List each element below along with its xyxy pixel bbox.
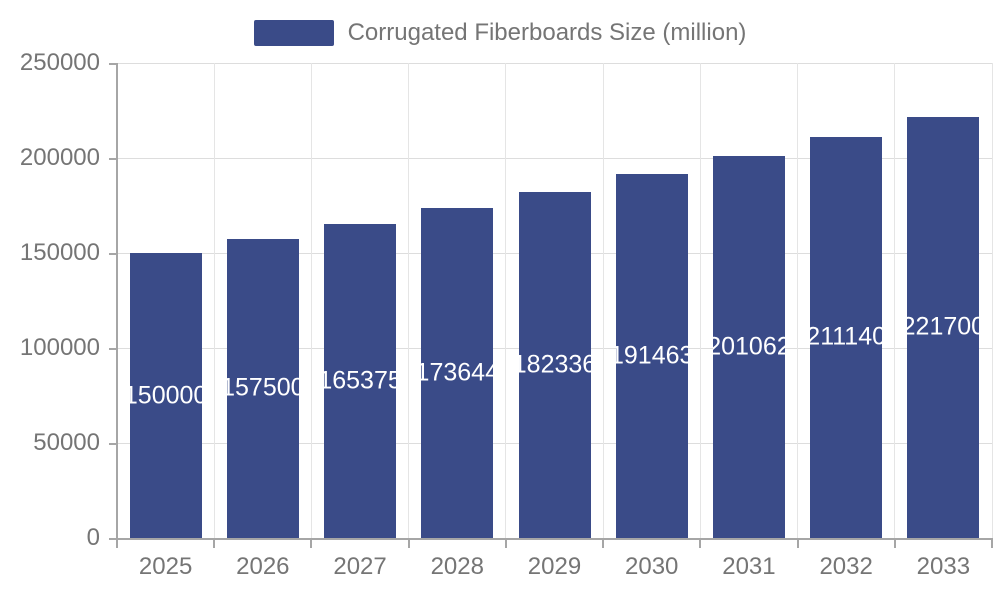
y-tick-label: 250000 xyxy=(19,49,100,76)
x-tick-mark xyxy=(213,540,216,548)
v-gridline xyxy=(894,63,896,538)
y-tick-label: 200000 xyxy=(19,144,100,171)
v-gridline xyxy=(505,63,507,538)
y-tick-mark xyxy=(109,253,117,255)
x-tick-label: 2029 xyxy=(527,553,582,580)
x-tick-label: 2025 xyxy=(138,553,193,580)
x-tick-mark xyxy=(893,540,896,548)
y-axis-line xyxy=(116,63,118,540)
y-tick-mark xyxy=(109,538,117,540)
y-tick-label: 50000 xyxy=(33,429,100,456)
h-gridline xyxy=(117,62,992,64)
x-tick-label: 2033 xyxy=(916,553,971,580)
bar[interactable]: 211140 xyxy=(810,136,883,538)
x-tick-label: 2030 xyxy=(625,553,679,580)
v-gridline xyxy=(991,63,993,538)
bar-value-label: 182336 xyxy=(518,350,591,379)
bar-value-label: 221700 xyxy=(907,312,980,341)
v-gridline xyxy=(797,63,799,538)
x-tick-label: 2028 xyxy=(430,553,484,580)
x-tick-label: 2031 xyxy=(722,553,776,580)
h-gridline xyxy=(117,157,992,159)
bar[interactable]: 150000 xyxy=(129,253,202,538)
legend-item[interactable]: Corrugated Fiberboards Size (million) xyxy=(0,19,1000,47)
bar[interactable]: 165375 xyxy=(324,223,397,538)
bar[interactable]: 182336 xyxy=(518,191,591,538)
bar[interactable]: 157500 xyxy=(226,238,299,538)
bar[interactable]: 221700 xyxy=(907,116,980,538)
y-tick-label: 150000 xyxy=(19,239,100,266)
x-tick-mark xyxy=(407,540,410,548)
bar-value-label: 173644 xyxy=(421,358,494,387)
bar-value-label: 157500 xyxy=(226,373,299,402)
x-tick-mark xyxy=(699,540,702,548)
v-gridline xyxy=(602,63,604,538)
x-tick-mark xyxy=(991,540,993,548)
x-tick-label: 2032 xyxy=(819,553,873,580)
y-tick-mark xyxy=(109,348,117,350)
x-tick-mark xyxy=(504,540,507,548)
x-tick-label: 2026 xyxy=(236,553,290,580)
v-gridline xyxy=(310,63,312,538)
bar-value-label: 165375 xyxy=(324,366,397,395)
bar[interactable]: 201062 xyxy=(712,155,785,538)
x-tick-label: 2027 xyxy=(333,553,387,580)
y-tick-label: 0 xyxy=(86,524,100,551)
x-axis-line xyxy=(116,538,993,540)
bar-value-label: 150000 xyxy=(129,381,202,409)
legend-swatch xyxy=(253,20,334,46)
x-tick-mark xyxy=(116,540,118,548)
bar-value-label: 211140 xyxy=(810,322,883,351)
x-tick-mark xyxy=(796,540,799,548)
y-tick-label: 100000 xyxy=(19,334,100,361)
bar-value-label: 191463 xyxy=(615,341,688,370)
bar[interactable]: 191463 xyxy=(615,174,688,538)
y-tick-mark xyxy=(109,158,117,160)
legend-label: Corrugated Fiberboards Size (million) xyxy=(347,19,747,46)
x-tick-mark xyxy=(602,540,605,548)
v-gridline xyxy=(408,63,410,538)
v-gridline xyxy=(699,63,701,538)
v-gridline xyxy=(213,63,215,538)
x-tick-mark xyxy=(310,540,313,548)
bar[interactable]: 173644 xyxy=(421,208,494,538)
y-tick-mark xyxy=(109,443,117,445)
y-tick-mark xyxy=(109,63,117,65)
bar-value-label: 201062 xyxy=(712,332,785,361)
